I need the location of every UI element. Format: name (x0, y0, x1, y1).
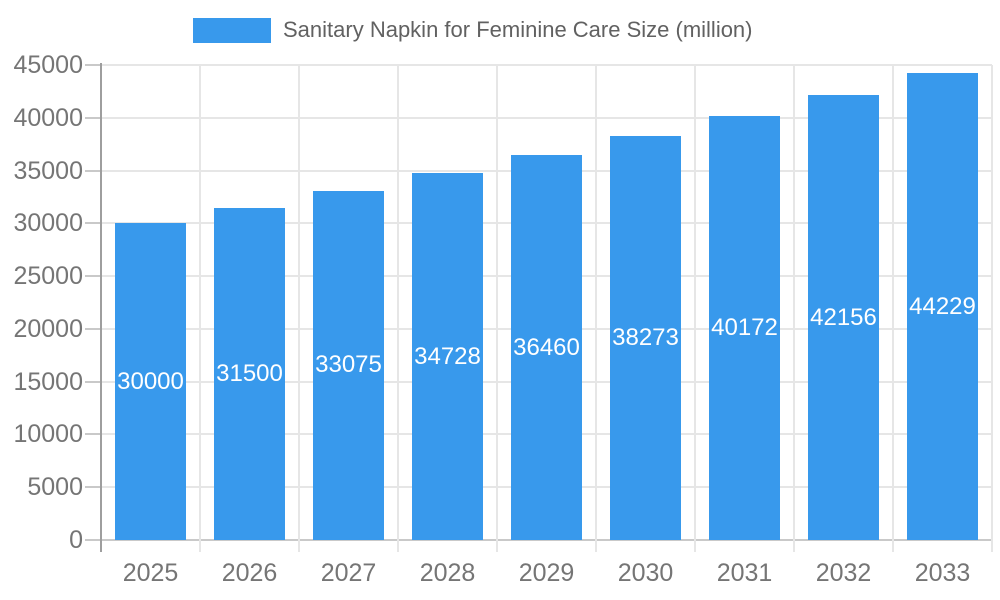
bar-2026[interactable] (214, 207, 285, 540)
bar-2033[interactable] (907, 73, 978, 540)
x-axis-label-2031: 2031 (716, 559, 773, 587)
y-tick-30000 (85, 222, 101, 225)
y-gridline-40000 (101, 116, 992, 119)
x-gridline (991, 65, 993, 552)
x-gridline (694, 65, 696, 552)
x-gridline (397, 65, 399, 552)
y-axis-label: 20000 (13, 314, 83, 343)
y-tick-35000 (85, 169, 101, 172)
bar-2025[interactable] (115, 223, 186, 540)
bar-2030[interactable] (610, 136, 681, 540)
y-tick-5000 (85, 486, 101, 489)
bar-value-label-2025: 30000 (117, 367, 184, 395)
y-axis-label: 35000 (13, 156, 83, 185)
y-gridline-45000 (101, 64, 992, 66)
y-tick-0 (85, 539, 101, 541)
y-axis-label: 15000 (13, 367, 83, 396)
x-axis-label-2028: 2028 (419, 559, 476, 587)
legend-label: Sanitary Napkin for Feminine Care Size (… (283, 17, 753, 42)
y-tick-45000 (85, 64, 101, 66)
y-axis-label: 40000 (13, 103, 83, 132)
y-gridline-0 (101, 539, 992, 541)
x-gridline (496, 65, 498, 552)
legend-swatch (193, 18, 271, 43)
y-axis-label: 45000 (13, 51, 83, 79)
x-gridline (298, 65, 300, 552)
x-axis-label-2032: 2032 (815, 559, 872, 587)
bar-value-label-2027: 33075 (315, 351, 382, 379)
x-gridline (199, 65, 201, 552)
bar-value-label-2028: 34728 (414, 342, 481, 370)
bar-value-label-2031: 40172 (711, 313, 778, 341)
y-axis-label: 30000 (13, 209, 83, 238)
y-axis-line (100, 63, 102, 552)
x-axis-label-2027: 2027 (320, 559, 377, 587)
y-axis-label: 0 (69, 526, 83, 554)
bar-2028[interactable] (412, 173, 483, 540)
y-tick-10000 (85, 433, 101, 436)
bar-2031[interactable] (709, 115, 780, 540)
bar-value-label-2032: 42156 (810, 303, 877, 331)
y-tick-15000 (85, 380, 101, 383)
x-gridline (595, 65, 597, 552)
y-axis-label: 25000 (13, 262, 83, 291)
y-axis-label: 10000 (13, 420, 83, 449)
y-tick-20000 (85, 327, 101, 330)
bar-value-label-2029: 36460 (513, 333, 580, 361)
bar-value-label-2033: 44229 (909, 292, 976, 320)
x-axis-label-2025: 2025 (122, 559, 179, 587)
x-axis-label-2029: 2029 (518, 559, 575, 587)
x-axis-label-2033: 2033 (914, 559, 971, 587)
x-axis-label-2026: 2026 (221, 559, 278, 587)
y-tick-25000 (85, 275, 101, 278)
bar-2029[interactable] (511, 155, 582, 540)
x-axis-label-2030: 2030 (617, 559, 674, 587)
bar-value-label-2030: 38273 (612, 324, 679, 351)
x-gridline (793, 65, 795, 552)
y-axis-label: 5000 (27, 473, 83, 502)
bar-2032[interactable] (808, 95, 879, 540)
bar-value-label-2026: 31500 (216, 359, 283, 387)
x-gridline (892, 65, 894, 552)
bar-2027[interactable] (313, 190, 384, 540)
y-tick-40000 (85, 116, 101, 119)
